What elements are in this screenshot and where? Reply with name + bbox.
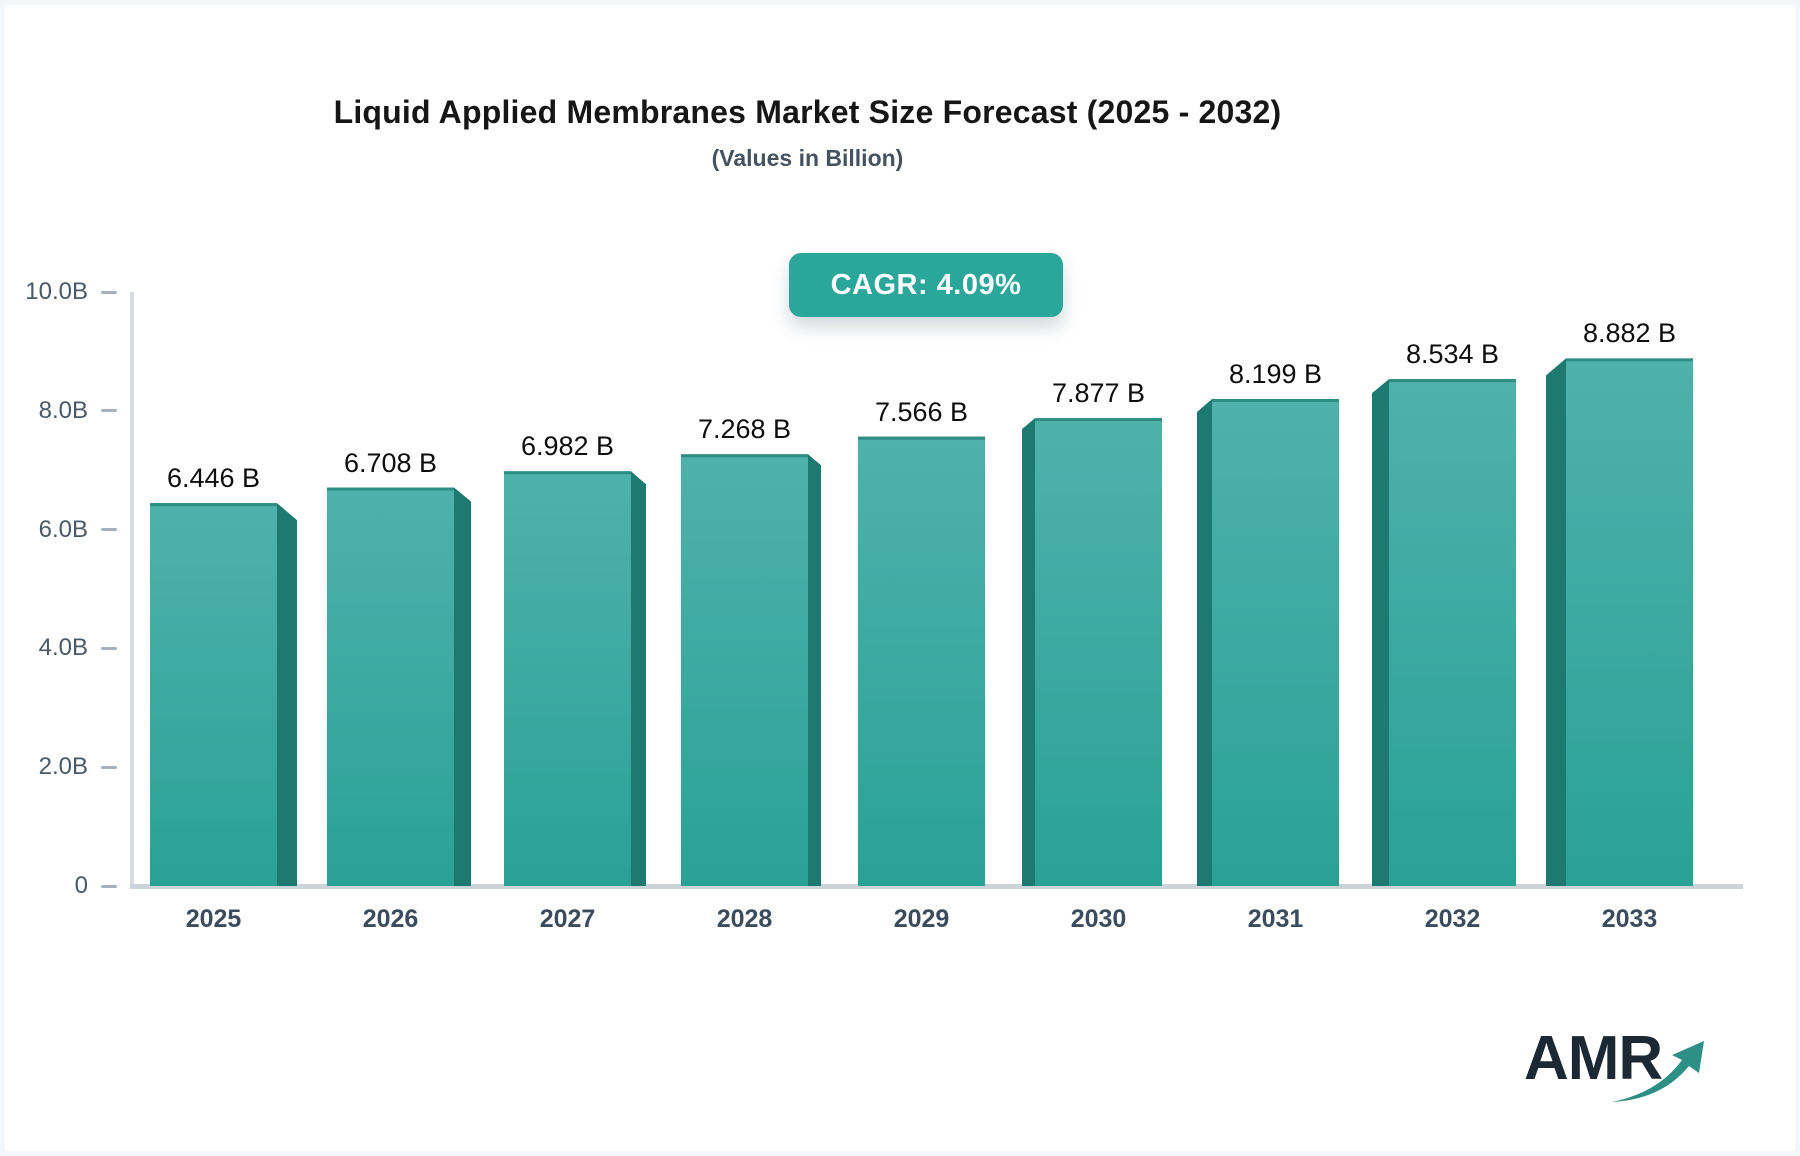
- y-axis-tick-label: 2.0B: [38, 753, 88, 781]
- bar-value-label: 8.534 B: [1405, 339, 1500, 370]
- amr-logo: AMR: [1524, 1024, 1734, 1114]
- bar-2026: [327, 487, 454, 886]
- x-axis-category-label: 2026: [362, 905, 419, 933]
- bar-2029: [858, 436, 985, 886]
- bar-value-label: 8.199 B: [1228, 358, 1323, 389]
- y-axis-tick-label: 8.0B: [38, 396, 88, 424]
- bar-3d-side: [1197, 398, 1212, 886]
- bar-value-label: 6.708 B: [343, 447, 438, 478]
- bar-value-label: 7.566 B: [874, 396, 969, 427]
- y-axis-tick-mark: [101, 409, 117, 413]
- bar-value-label: 6.446 B: [166, 463, 261, 494]
- bar-3d-side: [454, 487, 471, 886]
- y-axis-tick-mark: [101, 290, 117, 294]
- bar-3d-side: [808, 454, 821, 886]
- x-axis-category-label: 2033: [1601, 905, 1658, 933]
- y-axis-tick-mark: [101, 646, 117, 650]
- x-axis-category-label: 2027: [539, 905, 596, 933]
- bar-value-label: 7.268 B: [697, 414, 792, 445]
- amr-logo-text: AMR: [1524, 1024, 1663, 1093]
- bar-value-label: 6.982 B: [520, 431, 615, 462]
- bar-3d-side: [1546, 358, 1566, 887]
- bar-value-label: 8.882 B: [1582, 318, 1677, 349]
- bar-2033: [1566, 358, 1693, 887]
- bar-3d-side: [277, 503, 297, 886]
- y-axis-tick-label: 10.0B: [25, 278, 88, 305]
- y-axis-tick-label: 6.0B: [38, 515, 88, 543]
- chart-header: Liquid Applied Membranes Market Size For…: [0, 94, 1615, 172]
- y-axis-line: [130, 292, 134, 888]
- x-axis-category-label: 2032: [1424, 905, 1481, 933]
- y-axis-tick-label: 4.0B: [38, 634, 88, 662]
- x-axis-category-label: 2025: [185, 905, 242, 933]
- bar-2025: [150, 503, 277, 886]
- y-axis-tick-mark: [101, 528, 117, 532]
- x-axis-category-label: 2028: [716, 905, 773, 933]
- x-axis-baseline: [130, 884, 1743, 889]
- x-axis-category-label: 2029: [893, 905, 950, 933]
- y-axis-tick-label: 0: [74, 872, 88, 899]
- chart-subtitle: (Values in Billion): [711, 145, 904, 171]
- bar-3d-side: [1022, 418, 1035, 886]
- bar-3d-side: [631, 471, 646, 886]
- bar-3d-side: [1372, 379, 1389, 886]
- growth-arrow-icon: [1612, 1041, 1704, 1102]
- bar-2031: [1212, 398, 1339, 886]
- x-axis-category-label: 2030: [1070, 905, 1127, 933]
- bar-2028: [681, 454, 808, 886]
- x-axis-category-label: 2031: [1247, 905, 1304, 933]
- y-axis-tick-mark: [101, 765, 117, 769]
- chart-title: Liquid Applied Membranes Market Size For…: [333, 94, 1282, 130]
- bar-value-label: 7.877 B: [1051, 378, 1146, 409]
- bar-2030: [1035, 418, 1162, 886]
- bar-2032: [1389, 379, 1516, 886]
- cagr-badge: CAGR: 4.09%: [789, 253, 1063, 317]
- y-axis-tick-mark: [101, 884, 117, 888]
- bar-2027: [504, 471, 631, 886]
